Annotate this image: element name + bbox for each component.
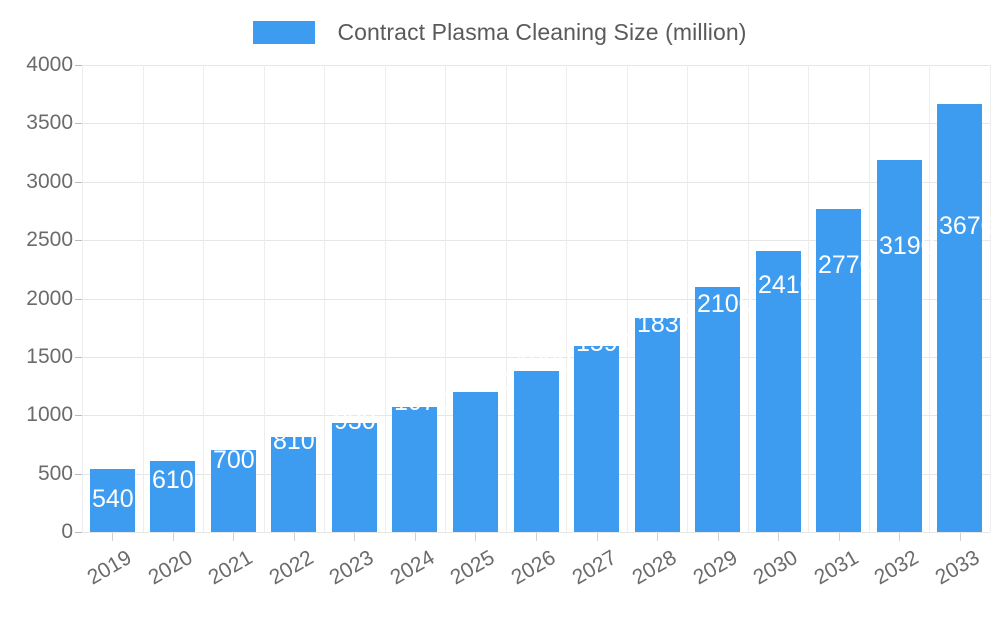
gridline-horizontal: [82, 65, 990, 66]
legend-swatch-icon: [253, 20, 316, 44]
chart-legend: Contract Plasma Cleaning Size (million): [0, 14, 1000, 50]
gridline-vertical: [264, 65, 265, 532]
bar[interactable]: [756, 251, 801, 532]
y-axis-tick-mark: [75, 357, 82, 358]
bar[interactable]: [816, 209, 861, 532]
y-axis-tick-label: 3500: [26, 111, 73, 134]
x-axis-tick-mark: [657, 533, 658, 541]
bar[interactable]: [453, 392, 498, 532]
x-axis-tick-mark: [415, 533, 416, 541]
gridline-vertical: [506, 65, 507, 532]
bar[interactable]: [211, 450, 256, 532]
gridline-horizontal: [82, 299, 990, 300]
gridline-vertical: [82, 65, 83, 532]
bar-chart: Contract Plasma Cleaning Size (million) …: [0, 14, 1000, 590]
gridline-vertical: [143, 65, 144, 532]
y-axis-tick-mark: [75, 65, 82, 66]
y-axis-tick-mark: [75, 474, 82, 475]
bar[interactable]: [514, 371, 559, 532]
x-axis-tick-mark: [294, 533, 295, 541]
x-axis-tick-mark: [597, 533, 598, 541]
y-axis-tick-label: 2500: [26, 228, 73, 251]
gridline-horizontal: [82, 357, 990, 358]
gridline-vertical: [385, 65, 386, 532]
bar[interactable]: [877, 160, 922, 532]
y-axis-tick-label: 3000: [26, 170, 73, 193]
x-axis-tick-mark: [960, 533, 961, 541]
gridline-vertical: [445, 65, 446, 532]
gridline-vertical: [869, 65, 870, 532]
y-axis-tick-mark: [75, 415, 82, 416]
gridline-vertical: [324, 65, 325, 532]
gridline-horizontal: [82, 532, 990, 533]
x-axis-tick-mark: [475, 533, 476, 541]
y-axis-tick-label: 1000: [26, 403, 73, 426]
x-axis-tick-mark: [839, 533, 840, 541]
gridline-vertical: [203, 65, 204, 532]
x-axis-tick-mark: [536, 533, 537, 541]
gridline-vertical: [627, 65, 628, 532]
gridline-vertical: [748, 65, 749, 532]
bar[interactable]: [695, 287, 740, 532]
gridline-vertical: [687, 65, 688, 532]
bar[interactable]: [937, 104, 982, 532]
y-axis-tick-mark: [75, 299, 82, 300]
gridline-horizontal: [82, 123, 990, 124]
gridline-vertical: [990, 65, 991, 532]
y-axis-tick-label: 4000: [26, 53, 73, 76]
bar[interactable]: [332, 423, 377, 532]
y-axis-tick-label: 0: [61, 520, 73, 543]
x-axis-tick-mark: [718, 533, 719, 541]
y-axis-tick-mark: [75, 182, 82, 183]
bar[interactable]: [635, 318, 680, 532]
y-axis-tick-label: 1500: [26, 345, 73, 368]
gridline-vertical: [808, 65, 809, 532]
y-axis-tick-label: 500: [37, 462, 73, 485]
x-axis-tick-mark: [233, 533, 234, 541]
bar[interactable]: [150, 461, 195, 532]
y-axis-tick-mark: [75, 123, 82, 124]
x-axis-tick-mark: [899, 533, 900, 541]
plot-area: 540 610 700 810 930 1070 1200 1380 1590 1830 2100 2…: [82, 65, 995, 533]
y-axis-tick-label: 2000: [26, 287, 73, 310]
x-axis-tick-mark: [112, 533, 113, 541]
y-axis-tick-mark: [75, 532, 82, 533]
legend-item-contract-plasma-cleaning-size[interactable]: Contract Plasma Cleaning Size (million): [253, 19, 746, 46]
x-axis-tick-mark: [778, 533, 779, 541]
gridline-horizontal: [82, 182, 990, 183]
gridline-vertical: [929, 65, 930, 532]
y-axis-tick-mark: [75, 240, 82, 241]
gridline-vertical: [566, 65, 567, 532]
bar[interactable]: [90, 469, 135, 532]
bar[interactable]: [392, 407, 437, 532]
legend-item-label: Contract Plasma Cleaning Size (million): [337, 18, 747, 45]
bar[interactable]: [271, 437, 316, 532]
x-axis-tick-mark: [173, 533, 174, 541]
gridline-horizontal: [82, 240, 990, 241]
x-axis-tick-mark: [354, 533, 355, 541]
bar[interactable]: [574, 346, 619, 532]
